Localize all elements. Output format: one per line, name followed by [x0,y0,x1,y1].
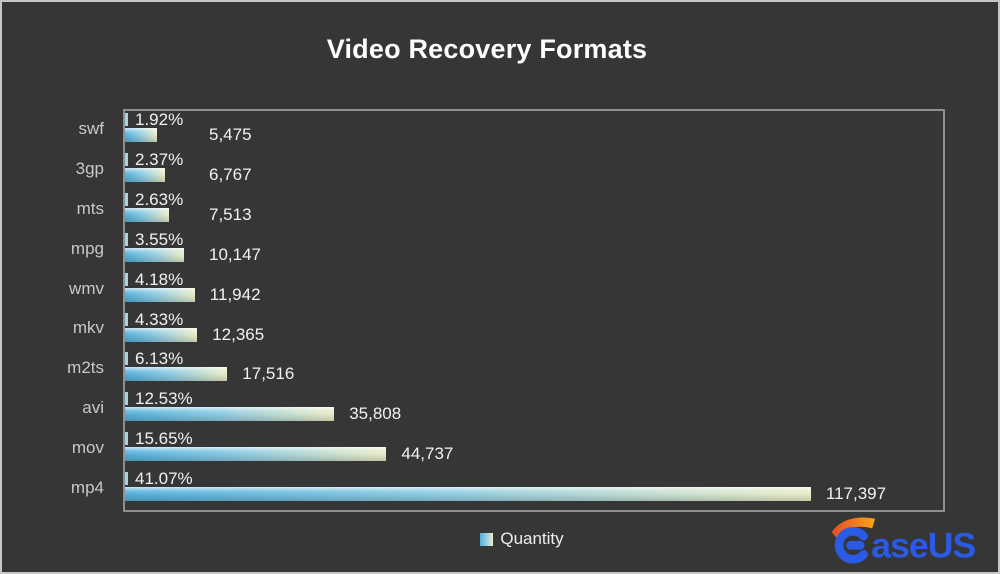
quantity-bar [125,407,335,422]
category-label: swf [78,118,105,138]
percent-tick-bar [125,192,128,206]
quantity-label: 17,516 [242,364,295,384]
percent-tick-bar [125,472,128,486]
quantity-bar [125,367,228,382]
quantity-bar [125,247,185,262]
category-label: mts [76,198,104,218]
legend-swatch [480,532,494,546]
legend: Quantity [111,529,933,549]
quantity-label: 117,397 [825,484,887,504]
category-label: mpg [70,238,104,258]
legend-label: Quantity [500,529,564,548]
quantity-bar [125,167,165,182]
percent-tick-bar [125,113,128,126]
quantity-bar [125,287,195,302]
quantity-label: 10,147 [209,244,261,264]
quantity-bar [125,327,198,342]
percent-label: 3.55% [135,229,184,249]
bar-row: 2.37% 6,767 [125,149,943,191]
bar-row: 6.13% 17,516 [125,349,943,390]
percent-tick-bar [125,312,128,326]
category-axis: swf 3gp mts mpg wmv mkv m2ts avi mov mp4 [2,109,114,512]
percent-tick-bar [125,432,128,446]
bar-row: 12.53% 35,808 [125,389,943,430]
bar-row: 2.63% 7,513 [125,189,943,231]
percent-label: 2.63% [135,189,184,209]
percent-label: 15.65% [135,429,193,449]
category-label: mp4 [70,478,104,498]
chart-title: Video Recovery Formats [326,34,648,64]
quantity-bar [125,128,157,142]
quantity-label: 11,942 [209,284,261,304]
bar-row: 4.18% 11,942 [125,269,943,311]
easeus-logo: aseUS [831,517,976,565]
quantity-bar [125,447,387,462]
category-label: avi [82,398,104,418]
logo-letter-e-bar [846,540,865,550]
logo-wordmark: aseUS [871,525,975,565]
category-label: m2ts [67,358,104,378]
category-label: mkv [72,318,104,338]
quantity-label: 5,475 [209,125,252,144]
category-label: mov [71,438,104,458]
percent-tick-bar [125,352,128,366]
category-label: 3gp [75,158,104,178]
logo-swoosh-icon [831,517,876,539]
bar-row: 15.65% 44,737 [125,429,943,470]
quantity-label: 35,808 [349,404,402,424]
category-label: wmv [69,278,104,298]
percent-label: 12.53% [135,389,193,409]
quantity-label: 12,365 [212,324,265,344]
percent-label: 4.33% [135,309,184,329]
percent-label: 4.18% [135,269,184,289]
quantity-bar [125,487,811,502]
quantity-label: 7,513 [209,204,252,224]
percent-label: 2.37% [135,149,184,169]
percent-label: 6.13% [135,349,184,369]
percent-label: 41.07% [135,469,193,489]
quantity-label: 6,767 [209,164,252,184]
logo-letter-e-icon [834,526,868,564]
bar-row: 4.33% 12,365 [125,309,943,351]
plot-area: 1.92% 5,475 2.37% 6,767 2.63% 7,513 3.55% 10,14… [123,109,945,512]
bar-row: 3.55% 10,147 [125,229,943,271]
quantity-bar [125,207,169,222]
percent-label: 1.92% [135,110,184,129]
bar-row: 41.07% 117,397 [125,469,943,510]
bar-row: 1.92% 5,475 [125,110,943,151]
quantity-label: 44,737 [401,444,454,464]
percent-tick-bar [125,392,128,406]
percent-tick-bar [125,152,128,166]
percent-tick-bar [125,272,128,286]
percent-tick-bar [125,232,128,246]
